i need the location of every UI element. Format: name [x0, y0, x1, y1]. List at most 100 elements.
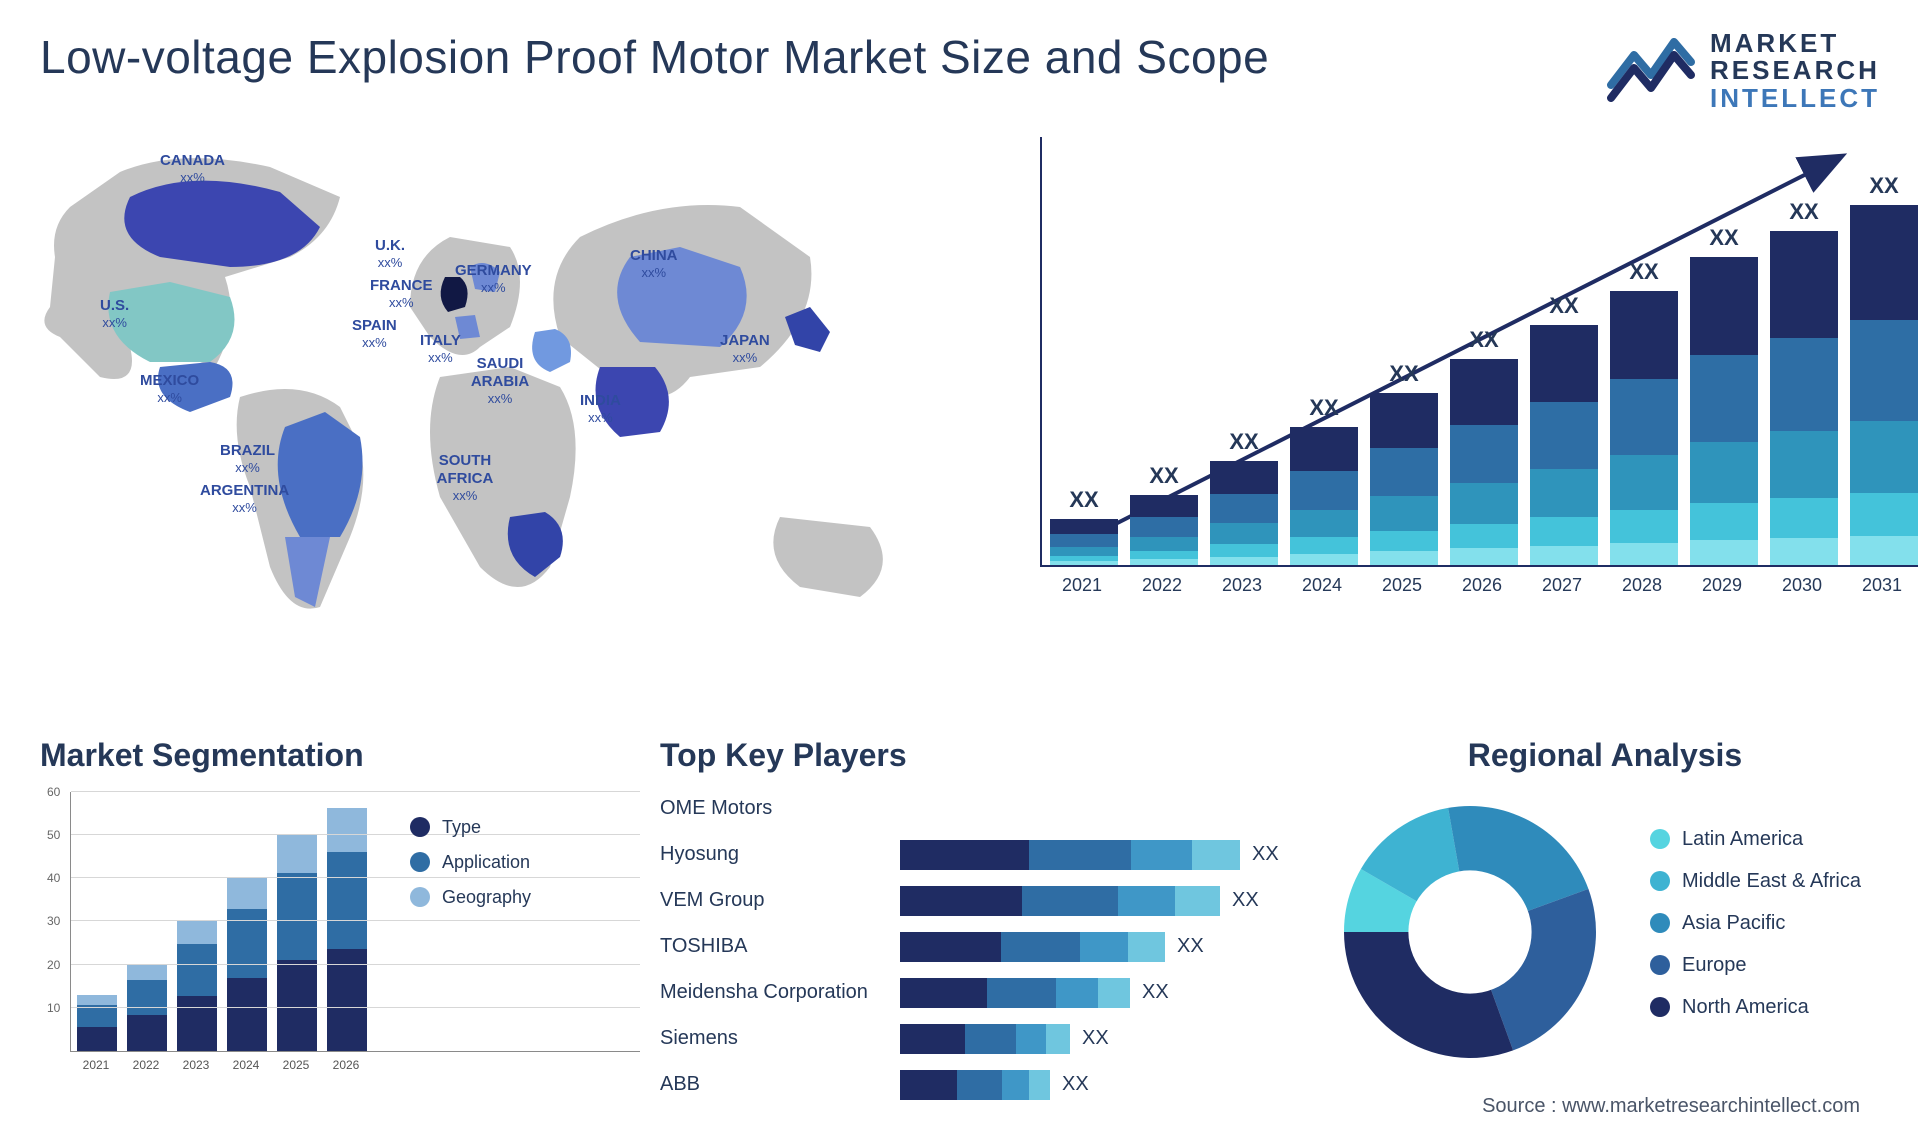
forecast-bar: XX [1610, 259, 1678, 565]
player-row: SiemensXX [660, 1022, 1310, 1056]
year-label: 2024 [1288, 575, 1356, 596]
player-row: HyosungXX [660, 838, 1310, 872]
legend-swatch-icon [1650, 829, 1670, 849]
forecast-bar-chart: XXXXXXXXXXXXXXXXXXXXXX 20212022202320242… [1040, 137, 1918, 687]
map-label: ITALYxx% [420, 332, 461, 366]
bar-value-label: XX [1549, 293, 1578, 319]
segmentation-panel: Market Segmentation 102030405060 2021202… [40, 737, 640, 1114]
forecast-bar: XX [1690, 225, 1758, 565]
forecast-bar: XX [1450, 327, 1518, 565]
year-label: 2026 [326, 1058, 366, 1072]
forecast-bar: XX [1530, 293, 1598, 565]
player-name: Meidensha Corporation [660, 981, 900, 1004]
forecast-bar: XX [1370, 361, 1438, 565]
player-value: XX [1062, 1073, 1089, 1096]
bar-value-label: XX [1389, 361, 1418, 387]
logo-text-2: RESEARCH [1710, 57, 1880, 84]
segmentation-legend: TypeApplicationGeography [410, 817, 531, 922]
player-bar [900, 840, 1240, 870]
bar-value-label: XX [1229, 429, 1258, 455]
year-label: 2031 [1848, 575, 1916, 596]
player-bar [900, 932, 1165, 962]
year-label: 2023 [1208, 575, 1276, 596]
map-label: JAPANxx% [720, 332, 770, 366]
year-label: 2024 [226, 1058, 266, 1072]
bar-value-label: XX [1789, 199, 1818, 225]
forecast-bar: XX [1210, 429, 1278, 565]
legend-item: Latin America [1650, 827, 1861, 851]
segmentation-bar [77, 995, 117, 1051]
logo: MARKET RESEARCH INTELLECT [1606, 30, 1880, 112]
map-label: CHINAxx% [630, 247, 678, 281]
year-label: 2030 [1768, 575, 1836, 596]
map-label: ARGENTINAxx% [200, 482, 289, 516]
forecast-bar: XX [1290, 395, 1358, 565]
year-label: 2022 [1128, 575, 1196, 596]
player-row: TOSHIBA XX [660, 930, 1310, 964]
player-row: VEM GroupXX [660, 884, 1310, 918]
bar-value-label: XX [1869, 173, 1898, 199]
player-value: XX [1252, 843, 1279, 866]
map-label: INDIAxx% [580, 392, 621, 426]
map-label: SOUTH AFRICAxx% [435, 452, 495, 504]
forecast-bar: XX [1130, 463, 1198, 565]
map-label: SPAINxx% [352, 317, 397, 351]
map-label: GERMANYxx% [455, 262, 532, 296]
player-bar [900, 1070, 1050, 1100]
bar-value-label: XX [1309, 395, 1338, 421]
segmentation-bar [177, 921, 217, 1051]
bar-value-label: XX [1069, 487, 1098, 513]
player-name: ABB [660, 1073, 900, 1096]
legend-swatch-icon [1650, 871, 1670, 891]
year-label: 2028 [1608, 575, 1676, 596]
forecast-bar: XX [1770, 199, 1838, 565]
regional-legend: Latin AmericaMiddle East & AfricaAsia Pa… [1650, 827, 1861, 1037]
legend-item: Geography [410, 887, 531, 908]
segmentation-title: Market Segmentation [40, 737, 640, 774]
player-value: XX [1142, 981, 1169, 1004]
players-panel: Top Key Players OME Motors HyosungXX VEM G… [660, 737, 1310, 1114]
player-row: Meidensha Corporation XX [660, 976, 1310, 1010]
legend-item: Asia Pacific [1650, 911, 1861, 935]
player-bar [900, 978, 1130, 1008]
legend-item: Application [410, 852, 531, 873]
legend-item: North America [1650, 995, 1861, 1019]
regional-title: Regional Analysis [1330, 737, 1880, 774]
legend-swatch-icon [410, 817, 430, 837]
legend-item: Europe [1650, 953, 1861, 977]
segmentation-bar [327, 808, 367, 1051]
legend-swatch-icon [1650, 913, 1670, 933]
player-name: Siemens [660, 1027, 900, 1050]
year-label: 2023 [176, 1058, 216, 1072]
regional-donut-chart [1330, 792, 1610, 1072]
source-attribution: Source : www.marketresearchintellect.com [1482, 1095, 1860, 1118]
bar-value-label: XX [1629, 259, 1658, 285]
segmentation-chart: 102030405060 [70, 792, 640, 1052]
year-label: 2026 [1448, 575, 1516, 596]
player-value: XX [1177, 935, 1204, 958]
player-name: TOSHIBA [660, 935, 900, 958]
logo-icon [1606, 30, 1696, 102]
forecast-bar: XX [1850, 173, 1918, 565]
year-label: 2025 [276, 1058, 316, 1072]
page-title: Low-voltage Explosion Proof Motor Market… [40, 30, 1269, 84]
logo-text-3: INTELLECT [1710, 85, 1880, 112]
player-bar [900, 1024, 1070, 1054]
player-bar [900, 886, 1220, 916]
player-value: XX [1232, 889, 1259, 912]
segmentation-bar [277, 834, 317, 1051]
map-label: SAUDI ARABIAxx% [470, 355, 530, 407]
map-label: U.K.xx% [375, 237, 405, 271]
map-label: CANADAxx% [160, 152, 225, 186]
player-row: OME Motors [660, 792, 1310, 826]
year-label: 2029 [1688, 575, 1756, 596]
legend-swatch-icon [410, 887, 430, 907]
legend-swatch-icon [410, 852, 430, 872]
map-label: MEXICOxx% [140, 372, 199, 406]
map-label: BRAZILxx% [220, 442, 275, 476]
players-title: Top Key Players [660, 737, 1310, 774]
year-label: 2025 [1368, 575, 1436, 596]
regional-panel: Regional Analysis Latin AmericaMiddle Ea… [1330, 737, 1880, 1114]
bar-value-label: XX [1469, 327, 1498, 353]
player-row: ABB XX [660, 1068, 1310, 1102]
